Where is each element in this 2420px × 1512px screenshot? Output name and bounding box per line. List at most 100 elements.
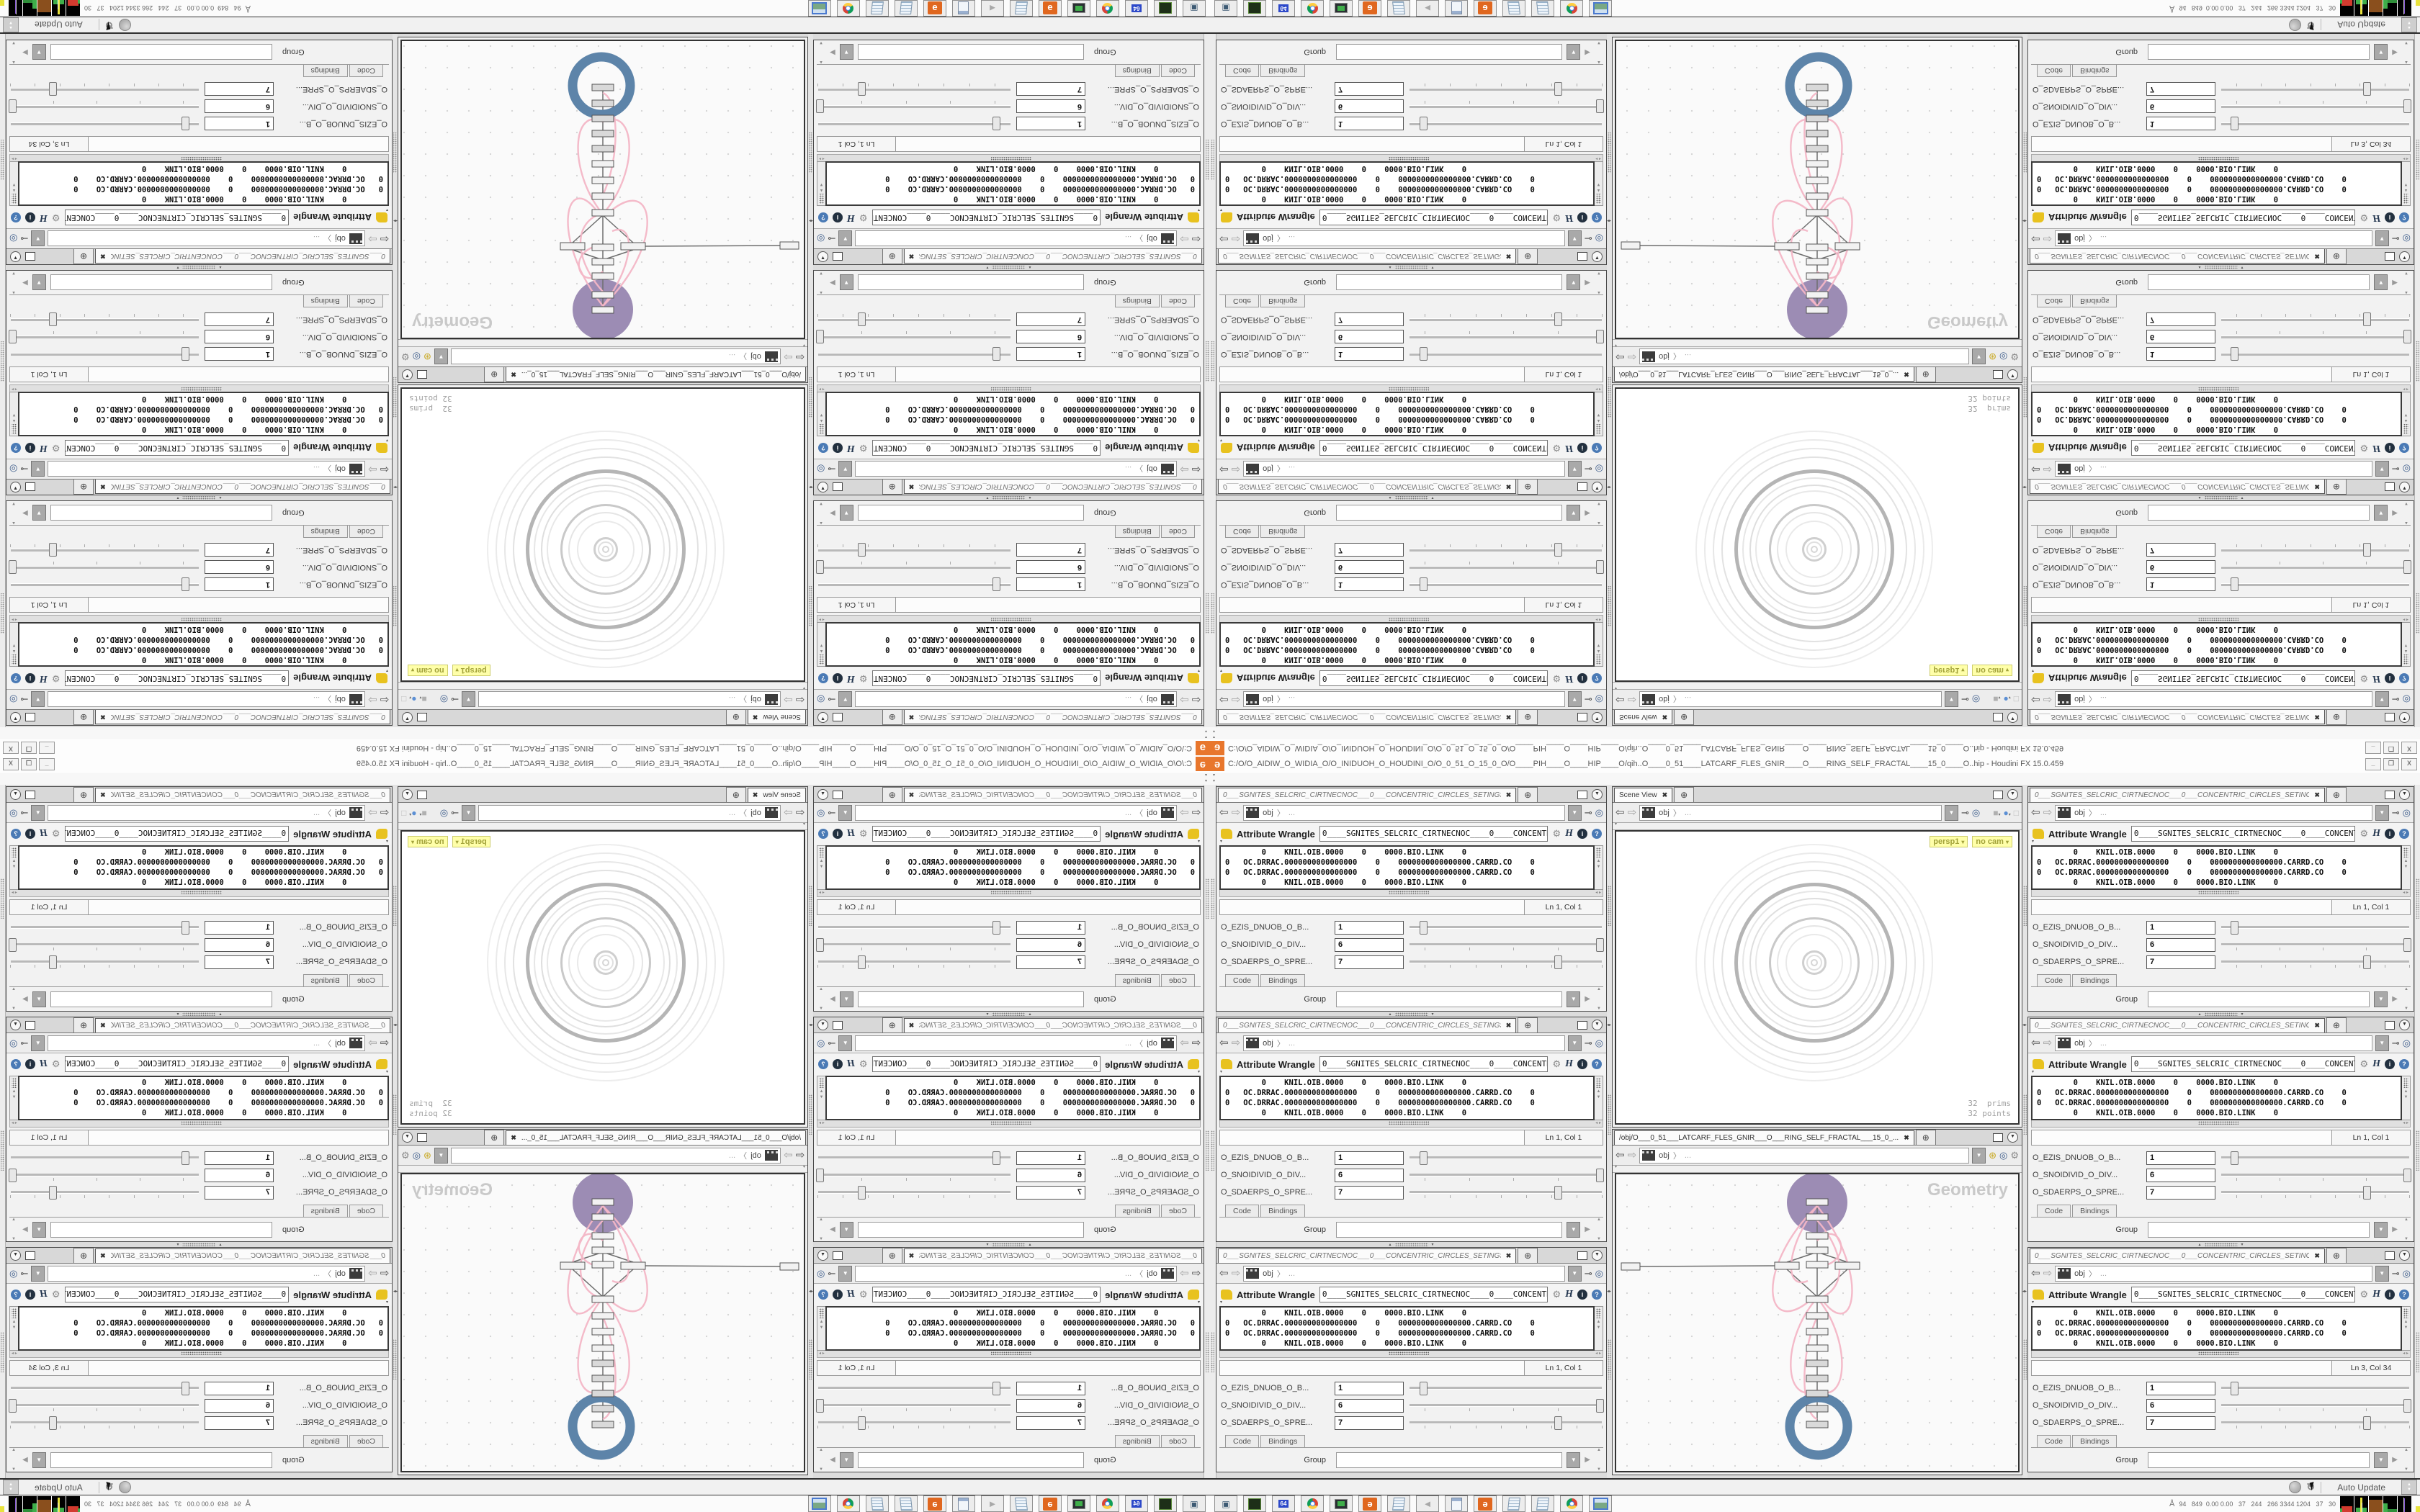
- hscript-button[interactable]: H: [847, 443, 855, 454]
- parameter-value-field[interactable]: 7: [1016, 955, 1085, 969]
- path-field[interactable]: obj 〉 ...: [2055, 1265, 2372, 1282]
- group-input[interactable]: [1336, 1221, 1563, 1238]
- tab-code[interactable]: Code: [1160, 295, 1195, 307]
- help-icon[interactable]: ?: [2399, 1059, 2409, 1069]
- code-vscrollbar[interactable]: ▲ ▼: [2402, 1076, 2411, 1120]
- link-icon[interactable]: ◎: [9, 464, 18, 475]
- pane-maximize-icon[interactable]: [417, 1133, 427, 1142]
- path-field[interactable]: obj 〉 ...: [1639, 691, 1942, 708]
- pane-menu-icon[interactable]: ▼: [817, 251, 828, 262]
- minimize-button[interactable]: _: [39, 742, 55, 755]
- screenshot-tool-icon[interactable]: [1330, 0, 1353, 17]
- pane-menu-icon[interactable]: ▼: [402, 712, 413, 723]
- hscript-button[interactable]: H: [1565, 212, 1573, 223]
- parameter-value-field[interactable]: 6: [2146, 1168, 2215, 1182]
- graph-node[interactable]: [591, 1421, 614, 1428]
- back-icon[interactable]: ⇦: [1219, 233, 1229, 245]
- forward-icon[interactable]: ⇨: [2043, 233, 2053, 245]
- collapse-arrow-icon[interactable]: ▾: [1213, 779, 1216, 783]
- slider-handle[interactable]: [2362, 1416, 2371, 1430]
- pane-splitter-handle[interactable]: ▴ ▾: [176, 265, 222, 269]
- graph-node[interactable]: [591, 258, 614, 266]
- group-dropdown-button[interactable]: ▼: [32, 505, 46, 521]
- graph-node[interactable]: [1806, 291, 1829, 299]
- hint-bulb-icon[interactable]: ⊛: [1989, 1149, 1996, 1161]
- info-icon[interactable]: i: [833, 1059, 843, 1069]
- slider-handle[interactable]: [2231, 577, 2239, 591]
- collapse-arrow-icon[interactable]: ▾: [1204, 729, 1207, 733]
- graph-node[interactable]: [1806, 1405, 1829, 1413]
- path-dropdown-button[interactable]: ▼: [31, 1265, 45, 1282]
- code-vscrollbar[interactable]: ▲ ▼: [1595, 392, 1603, 436]
- gear-icon[interactable]: ⚙: [2360, 443, 2369, 454]
- forward-icon[interactable]: ⇨: [1179, 693, 1189, 706]
- parameter-slider[interactable]: [8, 1399, 199, 1413]
- pin-icon[interactable]: ⊸: [20, 1267, 29, 1279]
- pane-vscrollbar[interactable]: ▲ ▼: [12, 40, 16, 64]
- group-dropdown-button[interactable]: ▼: [2374, 505, 2388, 521]
- image-viewer-icon[interactable]: [1589, 0, 1612, 17]
- slider-handle[interactable]: [8, 99, 17, 113]
- group-input[interactable]: [50, 44, 272, 60]
- pane-maximize-icon[interactable]: [1577, 713, 1587, 722]
- pane-vscrollbar[interactable]: ▲ ▼: [2404, 40, 2408, 64]
- path-context[interactable]: obj: [1147, 464, 1157, 474]
- node-name-field[interactable]: 0____SGNITES_SELCRIC_CIRTNECNOC____0____…: [871, 1287, 1101, 1302]
- path-field[interactable]: obj 〉 ...: [48, 691, 365, 708]
- parameter-slider[interactable]: [1410, 955, 1603, 969]
- help-icon[interactable]: ?: [11, 829, 21, 839]
- code-vscrollbar[interactable]: ▲ ▼: [2402, 845, 2411, 890]
- node-wire[interactable]: [567, 197, 604, 307]
- pane-menu-icon[interactable]: ▼: [10, 482, 21, 492]
- parameter-slider[interactable]: [2221, 1186, 2410, 1200]
- scene-viewport[interactable]: persp1 ▾ no cam ▾ 32 prims 32 points: [1615, 830, 2020, 1125]
- info-icon[interactable]: i: [1577, 829, 1587, 839]
- node-name-field[interactable]: 0____SGNITES_SELCRIC_CIRTNECNOC____0____…: [871, 440, 1101, 456]
- refresh-icon[interactable]: ↻: [2306, 1481, 2316, 1493]
- slider-handle[interactable]: [1554, 82, 1563, 96]
- code-vscrollbar[interactable]: ▲ ▼: [9, 1306, 18, 1351]
- parameter-value-field[interactable]: 1: [1016, 577, 1085, 592]
- pane-maximize-icon[interactable]: [417, 713, 427, 722]
- chrome-icon[interactable]: [1301, 1495, 1324, 1512]
- node-name-field[interactable]: 0____SGNITES_SELCRIC_CIRTNECNOC____0____…: [1319, 670, 1549, 686]
- parameter-value-field[interactable]: 1: [205, 577, 274, 592]
- network-canvas[interactable]: Geometry: [1615, 40, 2020, 339]
- pin-icon[interactable]: ⊸: [2391, 233, 2400, 245]
- code-hscrollbar[interactable]: ◂ ▸: [9, 384, 389, 392]
- path-field[interactable]: obj 〉 ...: [1243, 461, 1565, 477]
- auto-update-stepper[interactable]: ▲ ▼: [2401, 17, 2417, 32]
- group-dropdown-button[interactable]: ▼: [2374, 44, 2388, 60]
- group-input[interactable]: [50, 1452, 272, 1468]
- gear-icon[interactable]: ⚙: [51, 1289, 60, 1300]
- group-input[interactable]: [1336, 505, 1563, 521]
- tab-code[interactable]: Code: [1225, 295, 1260, 307]
- speaker-icon[interactable]: ◄: [1416, 0, 1439, 17]
- column-splitter[interactable]: ◂▸ ◂▸: [393, 34, 398, 727]
- parameter-slider[interactable]: [1410, 921, 1602, 935]
- node-name-field[interactable]: 0____SGNITES_SELCRIC_CIRTNECNOC____0____…: [64, 1287, 290, 1302]
- slider-handle[interactable]: [815, 99, 824, 113]
- pane-splitter-handle[interactable]: ▴ ▾: [1389, 1243, 1434, 1247]
- parameter-slider[interactable]: [2221, 1151, 2409, 1165]
- code-hscrollbar[interactable]: ◂ ▸: [2031, 615, 2411, 622]
- path-dropdown-button[interactable]: ▼: [2375, 1265, 2389, 1282]
- collapse-arrow-icon[interactable]: ▾: [1213, 734, 1216, 739]
- hscript-button[interactable]: H: [2372, 212, 2380, 223]
- tab-code[interactable]: Code: [2037, 974, 2071, 986]
- new-tab-button[interactable]: ⊕: [1518, 787, 1538, 802]
- new-tab-button[interactable]: ⊕: [1518, 1017, 1538, 1032]
- render-sphere-icon[interactable]: [119, 19, 132, 31]
- gear-icon[interactable]: ⚙: [2010, 351, 2019, 363]
- pane-tab[interactable]: 0___SGNITES_SELCRIC_CIRTNECNOC___0___CON…: [903, 480, 1202, 494]
- pane-maximize-icon[interactable]: [833, 1251, 843, 1260]
- group-dropdown-button[interactable]: ▼: [32, 1221, 46, 1238]
- notepad-icon[interactable]: [895, 0, 918, 17]
- blue-ring-node[interactable]: [1785, 52, 1852, 120]
- close-button[interactable]: X: [3, 742, 19, 755]
- path-context[interactable]: obj: [1263, 1269, 1273, 1278]
- wrangle-node-icon[interactable]: [2032, 1290, 2044, 1305]
- network-options-strip[interactable]: [1613, 1164, 2022, 1173]
- vex-code-editor[interactable]: 0 KNIL.OIB.0000 0 0000.BIO.LINK 0 0 OC.D…: [825, 161, 1201, 206]
- pane-tab[interactable]: 0___SGNITES_SELCRIC_CIRTNECNOC___0___CON…: [95, 249, 390, 264]
